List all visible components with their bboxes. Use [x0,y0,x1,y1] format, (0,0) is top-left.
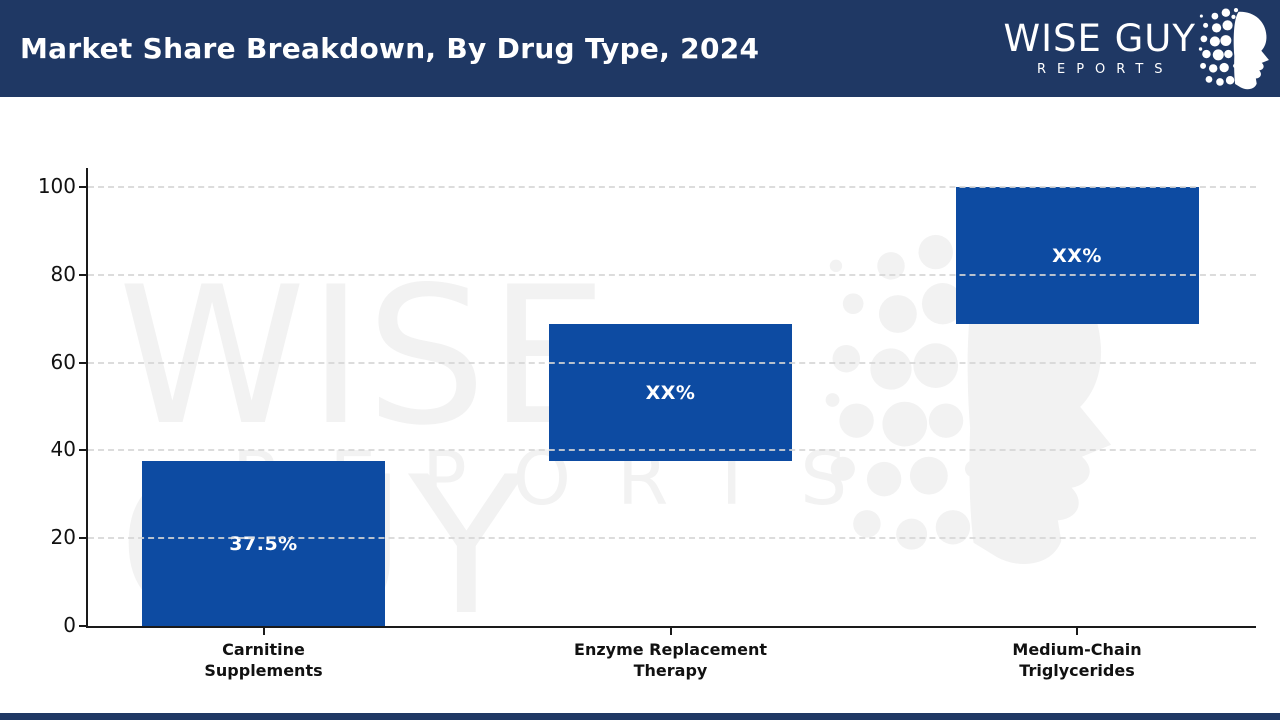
wiseguy-head-icon [1198,7,1269,89]
header: Market Share Breakdown, By Drug Type, 20… [0,0,1280,97]
y-tick-label-40: 40 [50,437,76,462]
gridline-80 [88,273,1256,276]
x-tick-0 [262,628,265,635]
x-tick-1 [669,628,672,635]
footer-bar [0,713,1280,720]
bar-value-label-2: XX% [1052,244,1102,267]
y-tick-label-20: 20 [50,525,76,550]
x-axis [86,626,1256,628]
wiseguy-logo-text: WISE GUY REPORTS [1004,20,1196,77]
y-tick-label-80: 80 [50,261,76,286]
bar-value-label-1: XX% [645,381,696,404]
x-category-label-1: Enzyme Replacement Therapy [574,640,767,680]
y-tick-40 [79,449,88,452]
logo-wordmark: WISE GUY [1003,17,1196,60]
gridline-60 [88,361,1256,364]
logo-subtitle: REPORTS [1036,62,1174,77]
y-tick-0 [79,625,88,627]
y-tick-60 [79,361,88,364]
bar-2: XX% [955,187,1199,325]
bar-value-label-0: 37.5% [229,532,298,555]
y-tick-label-0: 0 [63,613,76,637]
y-tick-100 [79,186,88,188]
x-category-label-0: Carnitine Supplements [204,640,323,680]
wiseguy-logo: WISE GUY REPORTS [1004,6,1274,92]
y-tick-label-60: 60 [50,349,76,374]
gridline-40 [88,449,1256,452]
y-tick-80 [79,273,88,276]
gridline-20 [88,537,1256,540]
x-category-label-2: Medium-Chain Triglycerides [1012,640,1142,680]
gridline-100 [88,186,1256,188]
page-title: Market Share Breakdown, By Drug Type, 20… [20,32,760,65]
y-axis [86,168,88,628]
y-tick-20 [79,537,88,540]
bar-0: 37.5% [142,461,385,626]
bar-1: XX% [549,324,792,462]
x-tick-2 [1076,628,1078,635]
y-tick-label-100: 100 [37,174,76,198]
